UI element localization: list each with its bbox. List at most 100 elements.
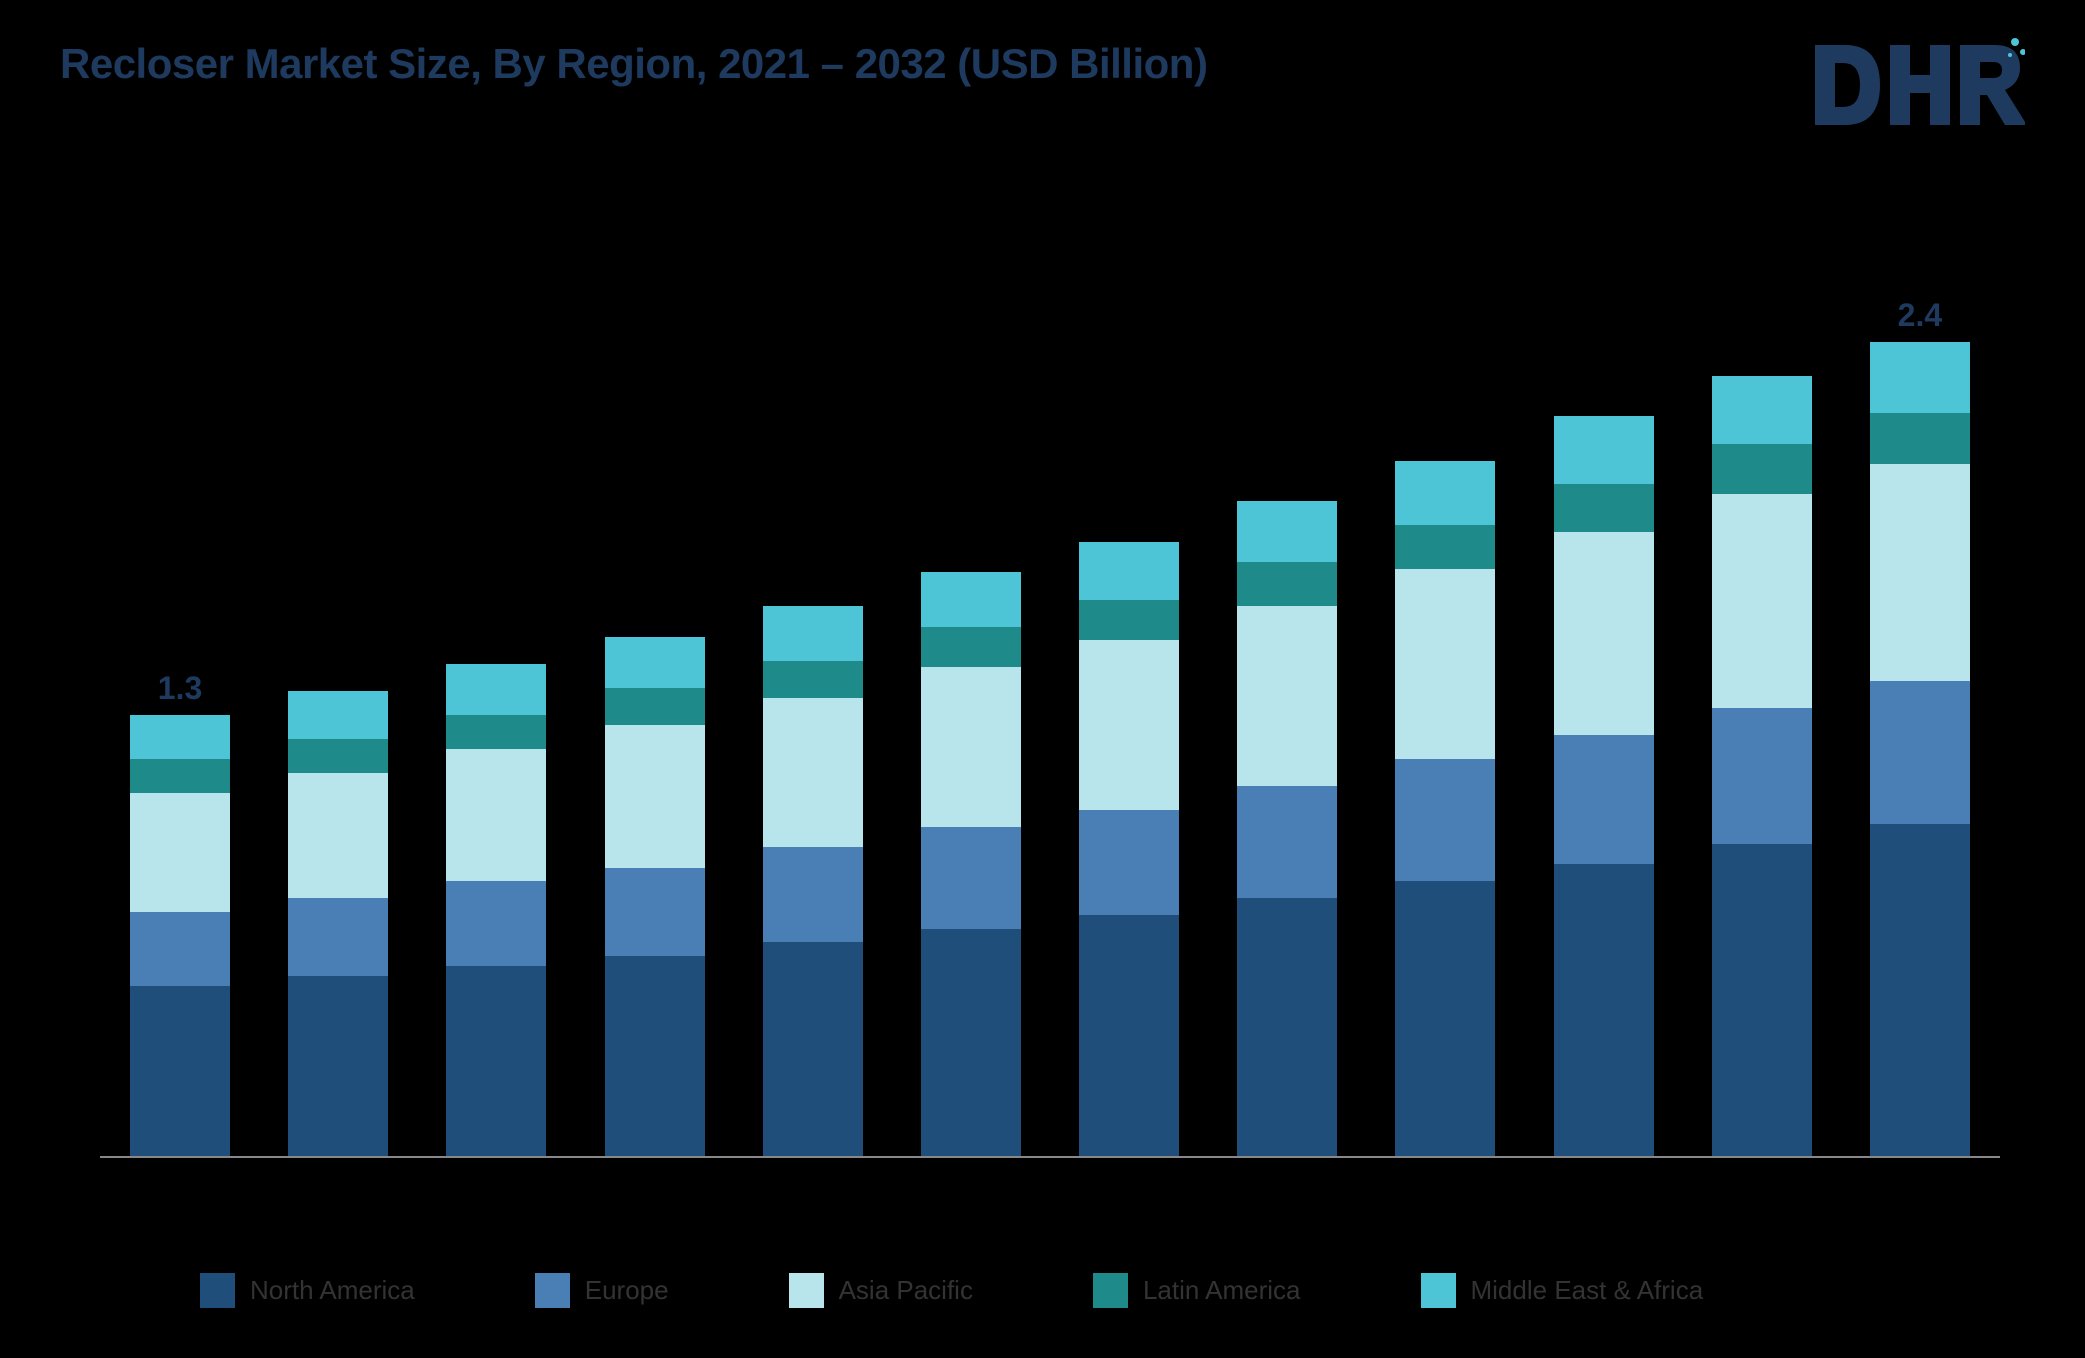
- bar-segment-asia-pacific: [130, 793, 230, 912]
- bar-2024: [605, 592, 705, 1156]
- legend-item-europe: Europe: [535, 1273, 669, 1308]
- bar-segment-asia-pacific: [1079, 640, 1179, 810]
- bar-segment-latin-america: [1237, 562, 1337, 606]
- stacked-bar: [446, 664, 546, 1156]
- legend-swatch: [1093, 1273, 1128, 1308]
- bar-2021: 1.3: [130, 670, 230, 1156]
- bar-2031: [1712, 331, 1812, 1156]
- bar-segment-north-america: [288, 976, 388, 1156]
- dhr-logo: [1805, 30, 2025, 140]
- bar-segment-asia-pacific: [605, 725, 705, 868]
- stacked-bar: [1079, 542, 1179, 1156]
- bar-segment-asia-pacific: [1712, 494, 1812, 708]
- bar-segment-latin-america: [605, 688, 705, 725]
- x-axis-line: [100, 1156, 2000, 1158]
- bar-segment-north-america: [1870, 824, 1970, 1157]
- bar-2032: 2.4: [1870, 297, 1970, 1156]
- bar-2022: [288, 646, 388, 1156]
- bar-segment-europe: [1237, 786, 1337, 898]
- bar-value-label: [1125, 497, 1134, 534]
- legend-label: Europe: [585, 1275, 669, 1306]
- bar-segment-europe: [921, 827, 1021, 929]
- bar-segment-middle-east-africa: [288, 691, 388, 739]
- bar-segment-asia-pacific: [446, 749, 546, 881]
- bar-segment-europe: [1712, 708, 1812, 844]
- bar-value-label: [1757, 331, 1766, 368]
- legend-item-latin-america: Latin America: [1093, 1273, 1301, 1308]
- bar-segment-middle-east-africa: [130, 715, 230, 759]
- bar-segment-middle-east-africa: [1870, 342, 1970, 413]
- bar-segment-asia-pacific: [763, 698, 863, 847]
- bar-2028: [1237, 456, 1337, 1156]
- bar-segment-middle-east-africa: [1237, 501, 1337, 562]
- legend-swatch: [789, 1273, 824, 1308]
- bar-segment-asia-pacific: [1870, 464, 1970, 681]
- stacked-bar: [921, 572, 1021, 1156]
- bar-segment-latin-america: [763, 661, 863, 698]
- legend-swatch: [535, 1273, 570, 1308]
- bar-segment-latin-america: [1870, 413, 1970, 464]
- stacked-bar: [130, 715, 230, 1156]
- bar-segment-latin-america: [1712, 444, 1812, 495]
- bars-container: 1.3 2.4: [130, 206, 1970, 1156]
- bar-segment-europe: [446, 881, 546, 966]
- stacked-bar: [763, 606, 863, 1156]
- bar-value-label: [492, 619, 501, 656]
- bar-value-label: [650, 592, 659, 629]
- bar-segment-latin-america: [1395, 525, 1495, 569]
- legend-swatch: [200, 1273, 235, 1308]
- bar-value-label: [334, 646, 343, 683]
- bar-segment-north-america: [1712, 844, 1812, 1156]
- stacked-bar: [1712, 376, 1812, 1156]
- legend-label: Asia Pacific: [839, 1275, 973, 1306]
- bar-segment-north-america: [763, 942, 863, 1156]
- bar-segment-middle-east-africa: [446, 664, 546, 715]
- bar-segment-latin-america: [1079, 600, 1179, 641]
- bar-2027: [1079, 497, 1179, 1156]
- bar-segment-asia-pacific: [1554, 532, 1654, 736]
- bar-segment-north-america: [1237, 898, 1337, 1156]
- bar-segment-asia-pacific: [1237, 606, 1337, 786]
- stacked-bar: [288, 691, 388, 1156]
- bar-segment-middle-east-africa: [605, 637, 705, 688]
- bar-value-label: [966, 527, 975, 564]
- bar-segment-north-america: [1395, 881, 1495, 1156]
- bar-segment-north-america: [1079, 915, 1179, 1156]
- legend-label: Latin America: [1143, 1275, 1301, 1306]
- legend-item-north-america: North America: [200, 1273, 415, 1308]
- bar-segment-north-america: [130, 986, 230, 1156]
- stacked-bar: [1870, 342, 1970, 1156]
- bar-value-label: [1441, 416, 1450, 453]
- bar-segment-asia-pacific: [921, 667, 1021, 826]
- bar-value-label: 2.4: [1898, 297, 1942, 334]
- bar-2029: [1395, 416, 1495, 1157]
- bar-segment-asia-pacific: [288, 773, 388, 899]
- legend-swatch: [1421, 1273, 1456, 1308]
- legend-label: Middle East & Africa: [1471, 1275, 1704, 1306]
- bar-segment-middle-east-africa: [1395, 461, 1495, 525]
- bar-segment-middle-east-africa: [1712, 376, 1812, 444]
- bar-segment-europe: [1554, 735, 1654, 864]
- bar-2023: [446, 619, 546, 1156]
- chart-plot-area: 1.3 2.4: [100, 208, 2000, 1158]
- bar-value-label: [1283, 456, 1292, 493]
- bar-segment-asia-pacific: [1395, 569, 1495, 759]
- bar-segment-north-america: [605, 956, 705, 1156]
- bar-2030: [1554, 371, 1654, 1156]
- bar-segment-middle-east-africa: [1554, 416, 1654, 484]
- bar-segment-europe: [1079, 810, 1179, 915]
- legend-item-middle-east-africa: Middle East & Africa: [1421, 1273, 1704, 1308]
- bar-value-label: [808, 561, 817, 598]
- bar-segment-europe: [288, 898, 388, 976]
- bar-segment-middle-east-africa: [1079, 542, 1179, 600]
- bar-value-label: [1599, 371, 1608, 408]
- bar-segment-europe: [605, 868, 705, 956]
- legend-item-asia-pacific: Asia Pacific: [789, 1273, 973, 1308]
- bar-segment-middle-east-africa: [921, 572, 1021, 626]
- bar-value-label: 1.3: [158, 670, 202, 707]
- stacked-bar: [1395, 461, 1495, 1157]
- bar-segment-latin-america: [446, 715, 546, 749]
- bar-2025: [763, 561, 863, 1156]
- bar-segment-latin-america: [1554, 484, 1654, 532]
- bar-segment-latin-america: [288, 739, 388, 773]
